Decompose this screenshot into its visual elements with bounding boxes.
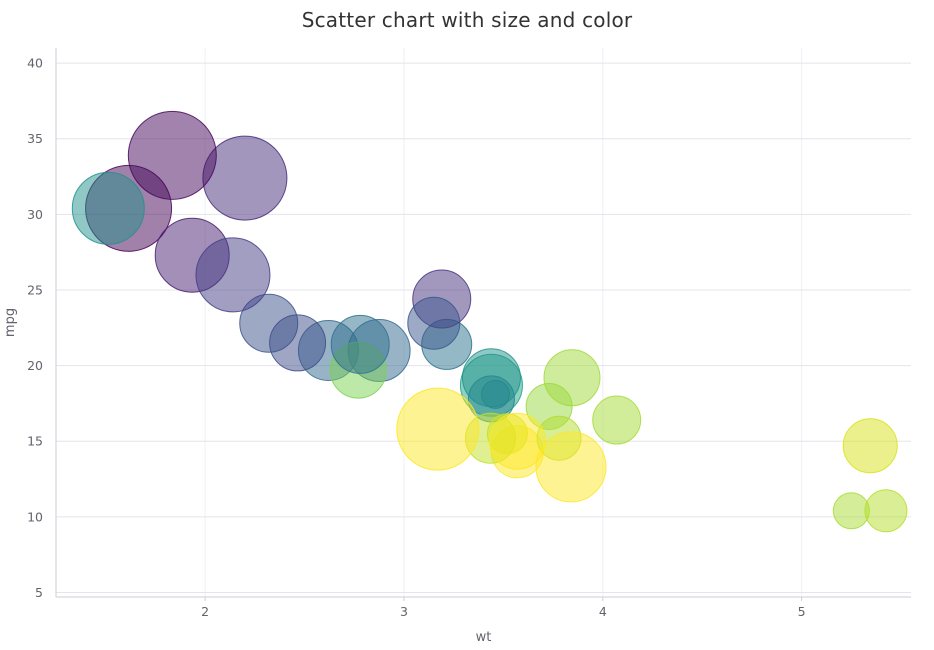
bubble[interactable] [330, 314, 390, 374]
y-axis-tick-label: 15 [27, 434, 43, 449]
chart-title: Scatter chart with size and color [301, 8, 633, 32]
bubble[interactable] [127, 110, 217, 200]
bubble[interactable] [543, 349, 601, 407]
x-axis-title: wt [476, 630, 492, 645]
x-axis-tick-label: 4 [599, 604, 607, 619]
x-axis-tick-label: 2 [201, 604, 209, 619]
bubble[interactable] [195, 237, 271, 313]
bubble[interactable] [842, 418, 898, 474]
y-axis-tick-label: 20 [27, 358, 43, 373]
bubble[interactable] [396, 387, 480, 471]
y-axis-tick-label: 40 [27, 56, 43, 71]
bubble[interactable] [592, 395, 642, 445]
y-axis-tick-label: 30 [27, 207, 43, 222]
x-axis-tick-label: 5 [798, 604, 806, 619]
bubble[interactable] [488, 412, 546, 470]
x-axis-tick-label: 3 [400, 604, 408, 619]
y-axis-tick-label: 10 [27, 509, 43, 524]
y-axis-title: mpg [3, 308, 18, 337]
bubble[interactable] [269, 314, 327, 372]
bubble[interactable] [832, 492, 870, 530]
bubble[interactable] [407, 296, 461, 350]
bubble[interactable] [71, 171, 145, 245]
bubble[interactable] [864, 489, 908, 533]
bubble[interactable] [535, 431, 607, 503]
y-axis-tick-label: 5 [35, 585, 43, 600]
y-axis-tick-label: 25 [27, 282, 43, 297]
y-axis-tick-label: 35 [27, 131, 43, 146]
